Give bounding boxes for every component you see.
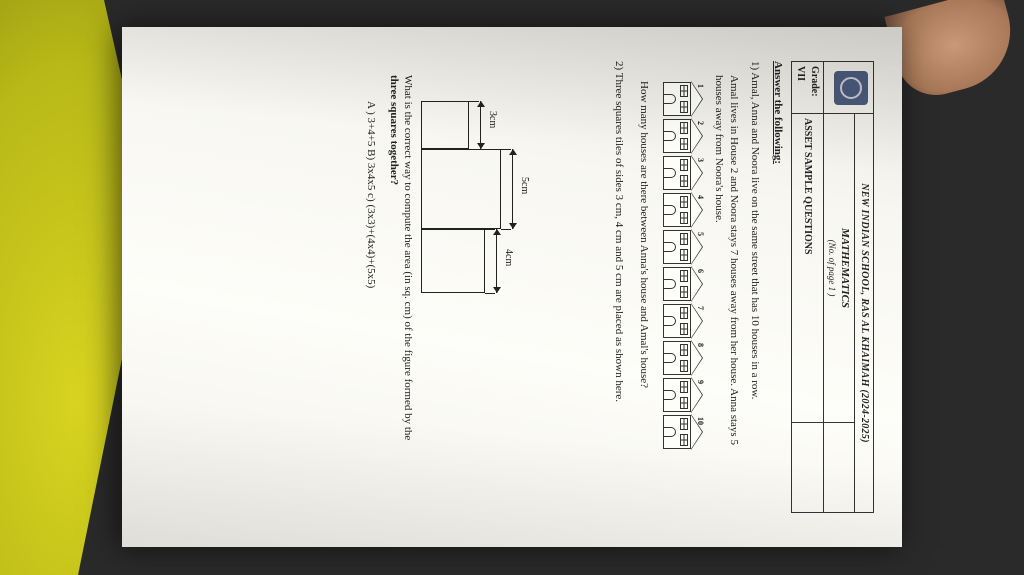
dim-5cm: 5cm <box>517 177 531 194</box>
house: 4 <box>661 192 703 228</box>
house-number: 4 <box>694 195 705 199</box>
house: 3 <box>661 155 703 191</box>
house-number: 7 <box>694 306 705 310</box>
squares-figure: 3cm 5cm 4cm <box>421 101 601 361</box>
house-number: 2 <box>694 121 705 125</box>
q1-number: 1) <box>749 61 761 70</box>
subject-cell: MATHEMATICS (No. of page 1 ) <box>823 114 855 423</box>
dim-arrow-4 <box>491 229 501 293</box>
house-number: 3 <box>694 158 705 162</box>
question-1: 1) Amal, Anna and Noora live on the same… <box>747 75 762 513</box>
house-number: 5 <box>694 232 705 236</box>
dim-3cm: 3cm <box>485 111 499 128</box>
answer-heading: Answer the following: <box>770 61 785 513</box>
q2-number: 2) <box>613 61 625 70</box>
hand <box>884 0 1023 104</box>
q2b-line1: What is the correct way to compute the a… <box>401 75 416 513</box>
q1-line2: Amal lives in House 2 and Noora stays 7 … <box>726 75 741 513</box>
house: 9 <box>661 377 703 413</box>
subject-label: MATHEMATICS <box>838 118 853 418</box>
q1-subquestion: How many houses are there between Anna's… <box>636 81 651 513</box>
house: 2 <box>661 118 703 154</box>
square-4cm <box>421 229 485 293</box>
header-table: NEW INDIAN SCHOOL, RAS AL KHAIMAH (2024-… <box>791 61 874 513</box>
houses-row: 1 2 3 4 5 6 7 8 9 10 <box>661 81 703 513</box>
dim-arrow-5 <box>507 149 517 229</box>
house: 7 <box>661 303 703 339</box>
q2b-line2: three squares together? <box>386 75 401 513</box>
house: 10 <box>661 414 703 450</box>
q1-line3: houses away from Noora's house. <box>711 75 726 513</box>
tick <box>501 229 511 230</box>
house-number: 1 <box>694 84 705 88</box>
question-2: 2) Three squares tiles of sides 3 cm, 4 … <box>611 75 626 513</box>
tick <box>485 293 495 294</box>
q1-line1: Amal, Anna and Noora live on the same st… <box>749 72 761 399</box>
logo-cell <box>823 62 873 114</box>
house-number: 10 <box>694 417 705 425</box>
blank-cell-1 <box>823 423 855 513</box>
dim-arrow-3 <box>475 101 485 149</box>
square-5cm <box>421 149 501 229</box>
house: 5 <box>661 229 703 265</box>
house-number: 9 <box>694 380 705 384</box>
house-number: 8 <box>694 343 705 347</box>
house: 6 <box>661 266 703 302</box>
grade-cell: Grade: VII <box>791 62 823 114</box>
school-name: NEW INDIAN SCHOOL, RAS AL KHAIMAH (2024-… <box>855 114 874 513</box>
dim-4cm: 4cm <box>501 249 515 266</box>
worksheet-paper: NEW INDIAN SCHOOL, RAS AL KHAIMAH (2024-… <box>122 27 902 547</box>
school-logo <box>834 71 868 105</box>
square-3cm <box>421 101 469 149</box>
paper-container: NEW INDIAN SCHOOL, RAS AL KHAIMAH (2024-… <box>122 27 902 547</box>
house-number: 6 <box>694 269 705 273</box>
q2-options: A ) 3+4+5 B) 3x4x5 c) (3x3)+(4x4)+(5x5) <box>363 101 378 513</box>
q2-text: Three squares tiles of sides 3 cm, 4 cm … <box>613 73 625 402</box>
sample-label: ASSET SAMPLE QUESTIONS <box>791 114 823 423</box>
house: 1 <box>661 81 703 117</box>
page-note: (No. of page 1 ) <box>826 118 838 418</box>
house: 8 <box>661 340 703 376</box>
blank-cell-2 <box>791 423 823 513</box>
